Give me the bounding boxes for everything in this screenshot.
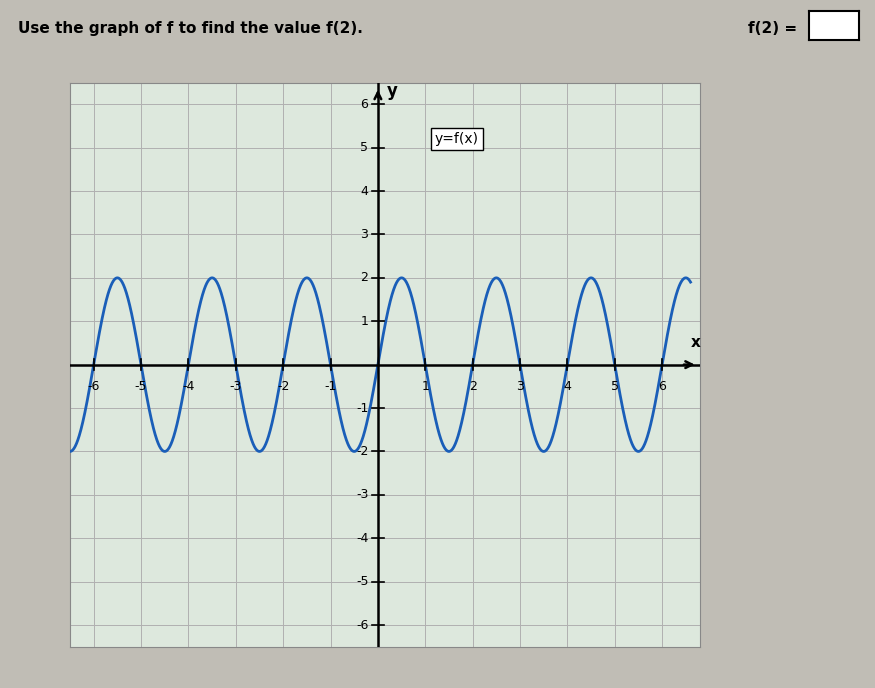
Text: 6: 6 [658, 380, 666, 393]
Text: 4: 4 [564, 380, 571, 393]
Text: -4: -4 [182, 380, 194, 393]
Text: -6: -6 [88, 380, 100, 393]
Text: -5: -5 [135, 380, 147, 393]
Text: 1: 1 [360, 314, 368, 327]
Text: -2: -2 [277, 380, 290, 393]
Text: 3: 3 [516, 380, 524, 393]
Text: y=f(x): y=f(x) [435, 132, 479, 146]
Text: 1: 1 [422, 380, 430, 393]
Text: f(2) =: f(2) = [748, 21, 797, 36]
Text: 6: 6 [360, 98, 368, 111]
Text: -6: -6 [356, 619, 368, 632]
Text: -4: -4 [356, 532, 368, 545]
Text: -2: -2 [356, 445, 368, 458]
Text: 2: 2 [469, 380, 477, 393]
Text: Use the graph of f to find the value f(2).: Use the graph of f to find the value f(2… [18, 21, 362, 36]
Text: y: y [387, 83, 397, 100]
Text: -1: -1 [356, 402, 368, 415]
Text: 5: 5 [360, 141, 368, 154]
Text: -5: -5 [356, 575, 368, 588]
Text: 2: 2 [360, 271, 368, 284]
Text: -3: -3 [229, 380, 242, 393]
Text: x: x [690, 336, 700, 350]
Text: -1: -1 [325, 380, 337, 393]
Text: -3: -3 [356, 488, 368, 502]
Text: 3: 3 [360, 228, 368, 241]
Text: 5: 5 [611, 380, 619, 393]
Text: 4: 4 [360, 184, 368, 197]
